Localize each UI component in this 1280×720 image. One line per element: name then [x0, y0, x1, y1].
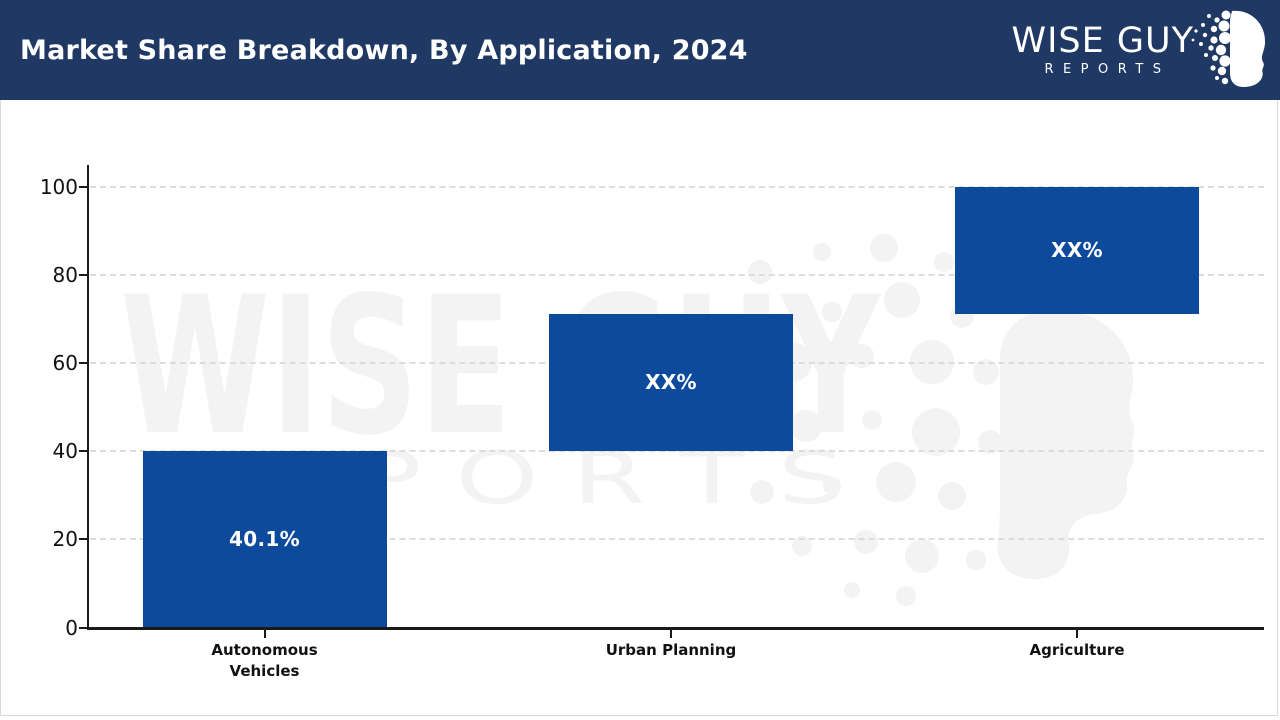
- gridline: [90, 186, 1264, 188]
- x-tick-mark: [670, 629, 672, 638]
- logo-reports-text: REPORTS: [1044, 62, 1171, 77]
- y-tick-label: 60: [52, 351, 78, 376]
- bar: 40.1%: [142, 450, 387, 628]
- x-axis-category-line: Vehicles: [229, 662, 300, 680]
- gridline: [90, 274, 1264, 277]
- bar: XX%: [955, 187, 1199, 314]
- x-axis-category-line: Urban Planning: [605, 641, 737, 659]
- bar-value-label: XX%: [1051, 238, 1103, 263]
- x-axis-category-label: Autonomous Vehicles: [155, 640, 375, 682]
- y-tick-mark: [79, 538, 88, 541]
- x-tick-mark: [263, 629, 266, 638]
- y-tick-mark: [79, 450, 88, 453]
- y-tick-mark: [79, 274, 88, 277]
- y-tick-mark: [79, 362, 88, 365]
- brand-logo: WISE GUY REPORTS: [1011, 6, 1268, 94]
- y-tick-label: 40: [52, 439, 78, 464]
- bar-value-label: XX%: [645, 370, 697, 395]
- y-axis-line: [87, 165, 89, 630]
- y-tick-label: 0: [65, 615, 78, 640]
- x-axis-category-label: Urban Planning: [561, 640, 781, 661]
- logo-face-icon: [1191, 10, 1266, 87]
- x-axis-category-label: Agriculture: [967, 640, 1187, 661]
- y-tick-mark: [79, 186, 88, 188]
- bar: XX%: [549, 313, 793, 451]
- bar-value-label: 40.1%: [229, 527, 300, 552]
- y-tick-label: 20: [52, 527, 78, 552]
- gridline: [90, 538, 1264, 541]
- logo-wordmark: WISE GUY REPORTS: [1011, 23, 1194, 77]
- page-title: Market Share Breakdown, By Application, …: [20, 34, 748, 66]
- y-tick-label: 80: [52, 263, 78, 288]
- y-tick-label: 100: [39, 175, 78, 199]
- gridline: [90, 450, 1264, 453]
- header-bar: Market Share Breakdown, By Application, …: [0, 0, 1280, 100]
- y-tick-mark: [79, 626, 88, 629]
- x-tick-mark: [1076, 629, 1078, 638]
- x-axis-category-line: Agriculture: [1029, 641, 1125, 659]
- x-axis-line: [87, 626, 1264, 630]
- logo-wiseguy-text: WISE GUY: [1011, 21, 1194, 61]
- x-axis-category-line: Autonomous: [211, 641, 318, 659]
